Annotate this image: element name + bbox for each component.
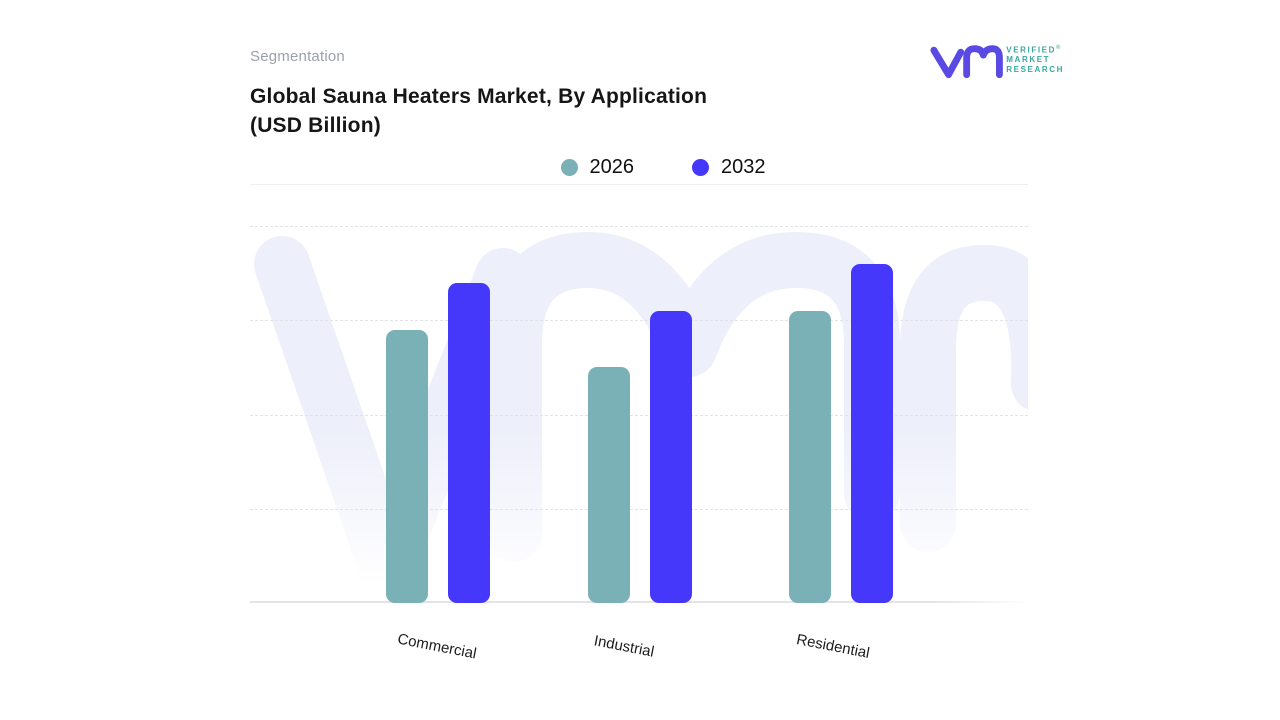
plot-area (250, 222, 1028, 603)
vmr-logo: VERIFIED® MARKET RESEARCH (928, 36, 1064, 82)
logo-line1: VERIFIED (1006, 45, 1056, 55)
vmr-logo-text: VERIFIED® MARKET RESEARCH (1006, 43, 1064, 76)
chart-title: Global Sauna Heaters Market, By Applicat… (250, 82, 707, 140)
category-label-commercial: Commercial (396, 630, 478, 663)
chart-title-line1: Global Sauna Heaters Market, By Applicat… (250, 85, 708, 108)
bar-commercial-2026 (386, 330, 428, 603)
legend-separator (250, 184, 1028, 185)
bar-commercial-2032 (448, 283, 490, 603)
legend-dot-2026 (560, 158, 578, 176)
gridline (250, 508, 1028, 510)
legend-dot-2032 (692, 158, 709, 176)
category-label-industrial: Industrial (592, 632, 656, 661)
legend-label-2032: 2032 (721, 155, 766, 178)
eyebrow-label: Segmentation (250, 48, 345, 65)
registered-mark: ® (1056, 44, 1061, 51)
bar-industrial-2026 (588, 367, 630, 603)
vmr-logo-mark-icon (930, 45, 1003, 79)
category-label-residential: Residential (794, 631, 872, 662)
bar-residential-2026 (789, 311, 831, 603)
legend-item-2026: 2026 (560, 155, 635, 179)
legend-label-2026: 2026 (589, 155, 635, 178)
gridline (250, 226, 1028, 227)
legend-item-2032: 2032 (692, 156, 766, 179)
logo-line3: RESEARCH (1006, 65, 1064, 75)
chart-title-line2: (USD Billion) (250, 114, 381, 137)
bar-industrial-2032 (650, 311, 692, 603)
gridline (250, 414, 1028, 416)
bar-residential-2032 (851, 264, 893, 603)
x-axis-line (250, 601, 1028, 603)
vmr-watermark-icon (254, 232, 1028, 596)
legend: 2026 2032 (274, 152, 1052, 182)
gridline (250, 320, 1028, 322)
logo-line2: MARKET (1006, 55, 1051, 65)
